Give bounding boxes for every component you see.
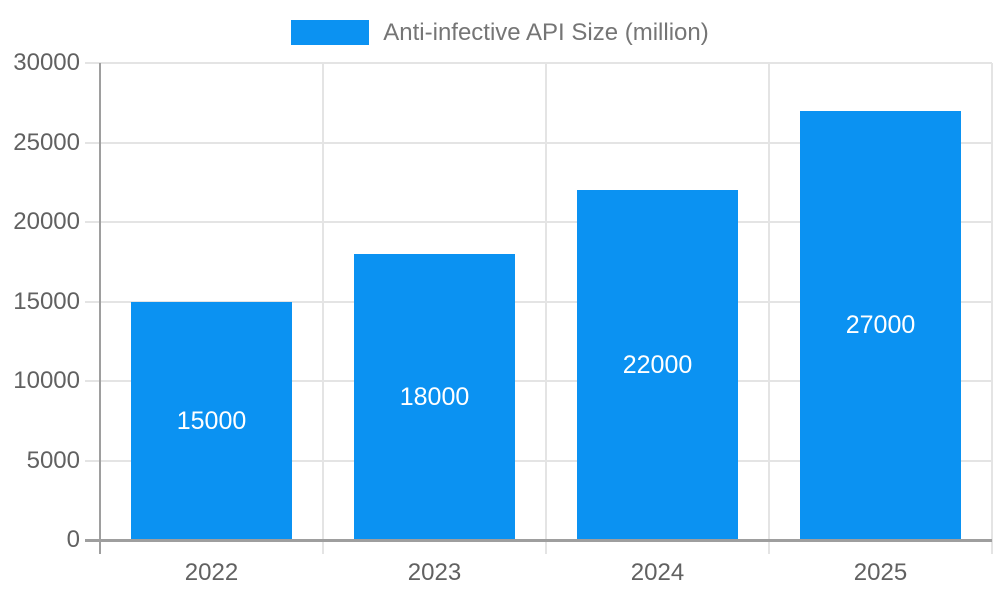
bar [131, 301, 292, 540]
y-axis-tick-label: 5000 [26, 446, 80, 474]
y-axis-line [99, 63, 101, 554]
bar [354, 253, 515, 540]
gridline-horizontal [85, 141, 992, 144]
y-axis-tick-label: 20000 [13, 208, 80, 235]
gridline-vertical [991, 63, 993, 554]
bar [800, 110, 961, 540]
gridline-horizontal [85, 459, 992, 462]
bar-value-label: 27000 [845, 311, 916, 340]
y-axis-tick-label: 0 [66, 526, 80, 553]
x-axis-tick-label: 2022 [184, 559, 239, 586]
gridline-vertical [545, 63, 547, 554]
gridline-horizontal [85, 300, 992, 303]
x-axis-tick-label: 2023 [407, 559, 462, 586]
bar-value-label: 15000 [176, 406, 247, 435]
legend: Anti-infective API Size (million) [0, 17, 1000, 47]
bar-value-label: 22000 [622, 351, 693, 380]
gridline-horizontal [85, 221, 992, 223]
y-axis-tick-label: 25000 [13, 128, 80, 156]
legend-label: Anti-infective API Size (million) [383, 18, 709, 46]
y-axis-tick-label: 15000 [13, 287, 80, 315]
x-axis-tick-label: 2025 [853, 559, 908, 586]
bar-value-label: 18000 [399, 382, 470, 411]
y-axis-tick-label: 30000 [13, 49, 80, 76]
legend-swatch [291, 19, 370, 45]
gridline-vertical [768, 63, 770, 554]
gridline-horizontal [85, 380, 992, 382]
x-axis-baseline [85, 539, 992, 542]
y-axis-tick-label: 10000 [13, 367, 80, 394]
bar [577, 190, 738, 540]
gridline-horizontal [85, 62, 992, 64]
x-axis-tick-label: 2024 [630, 559, 685, 586]
gridline-vertical [322, 63, 324, 554]
